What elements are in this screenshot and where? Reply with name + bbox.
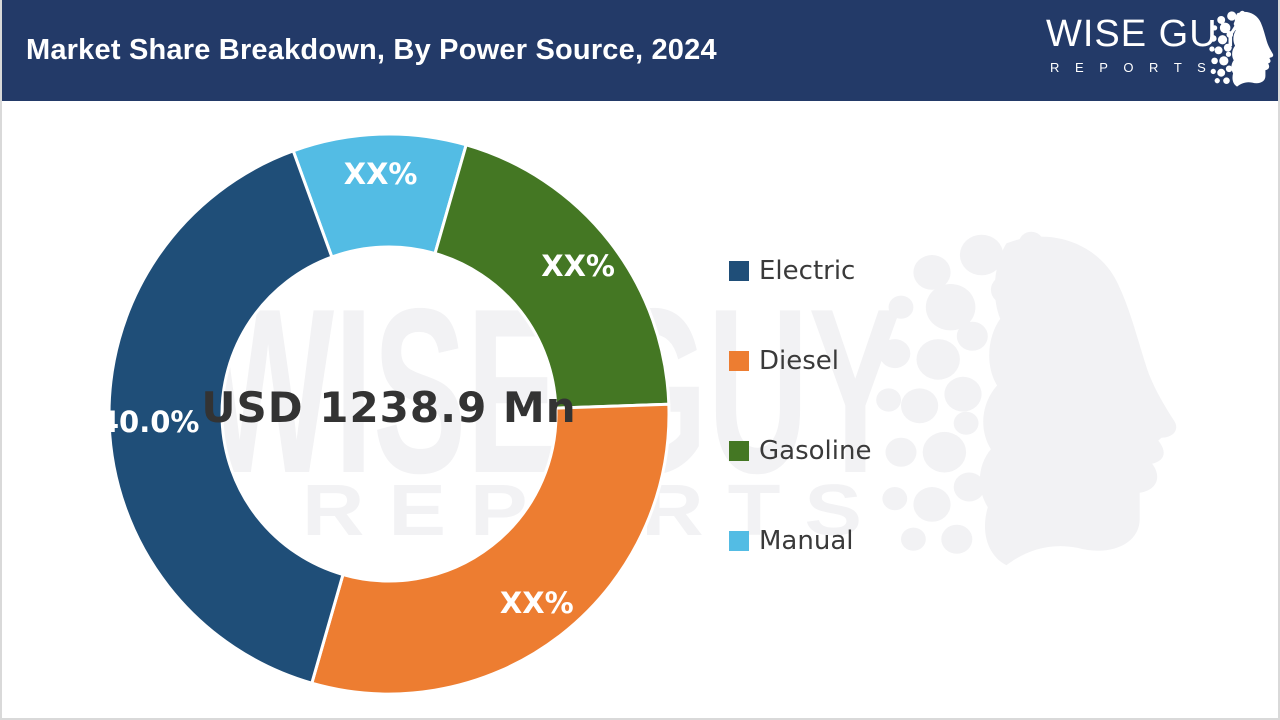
legend-swatch-manual xyxy=(729,531,749,551)
slice-electric xyxy=(107,149,345,685)
brand-subtitle: R E P O R T S xyxy=(1050,60,1212,75)
donut-chart: USD 1238.9 Mn XX% XX% XX% 40.0% xyxy=(89,114,689,714)
slice-label-gasoline: XX% xyxy=(541,249,615,284)
slice-label-diesel: XX% xyxy=(499,586,574,621)
legend-label-diesel: Diesel xyxy=(759,346,840,376)
legend-label-gasoline: Gasoline xyxy=(759,436,872,466)
legend-item-electric: Electric xyxy=(729,256,871,286)
chart-legend: Electric Diesel Gasoline Manual xyxy=(729,256,871,616)
legend-item-gasoline: Gasoline xyxy=(729,436,871,466)
legend-swatch-diesel xyxy=(729,351,749,371)
header-bar: Market Share Breakdown, By Power Source,… xyxy=(2,0,1278,101)
slice-label-manual: XX% xyxy=(343,157,418,192)
legend-item-diesel: Diesel xyxy=(729,346,871,376)
watermark-head-icon xyxy=(876,231,1177,566)
legend-swatch-gasoline xyxy=(729,441,749,461)
legend-label-manual: Manual xyxy=(759,526,854,556)
slice-label-electric: 40.0% xyxy=(98,405,200,440)
legend-swatch-electric xyxy=(729,261,749,281)
slice-gasoline xyxy=(433,143,671,410)
legend-label-electric: Electric xyxy=(759,256,856,286)
brand-head-icon xyxy=(1209,10,1274,87)
slice-diesel xyxy=(310,402,671,696)
page-title: Market Share Breakdown, By Power Source,… xyxy=(26,34,717,66)
brand-logo: WISE GUY R E P O R T S xyxy=(1024,7,1274,95)
content-area: WISE GUY R E P O R T S USD 1238.9 Mn XX%… xyxy=(2,101,1278,718)
legend-item-manual: Manual xyxy=(729,526,871,556)
